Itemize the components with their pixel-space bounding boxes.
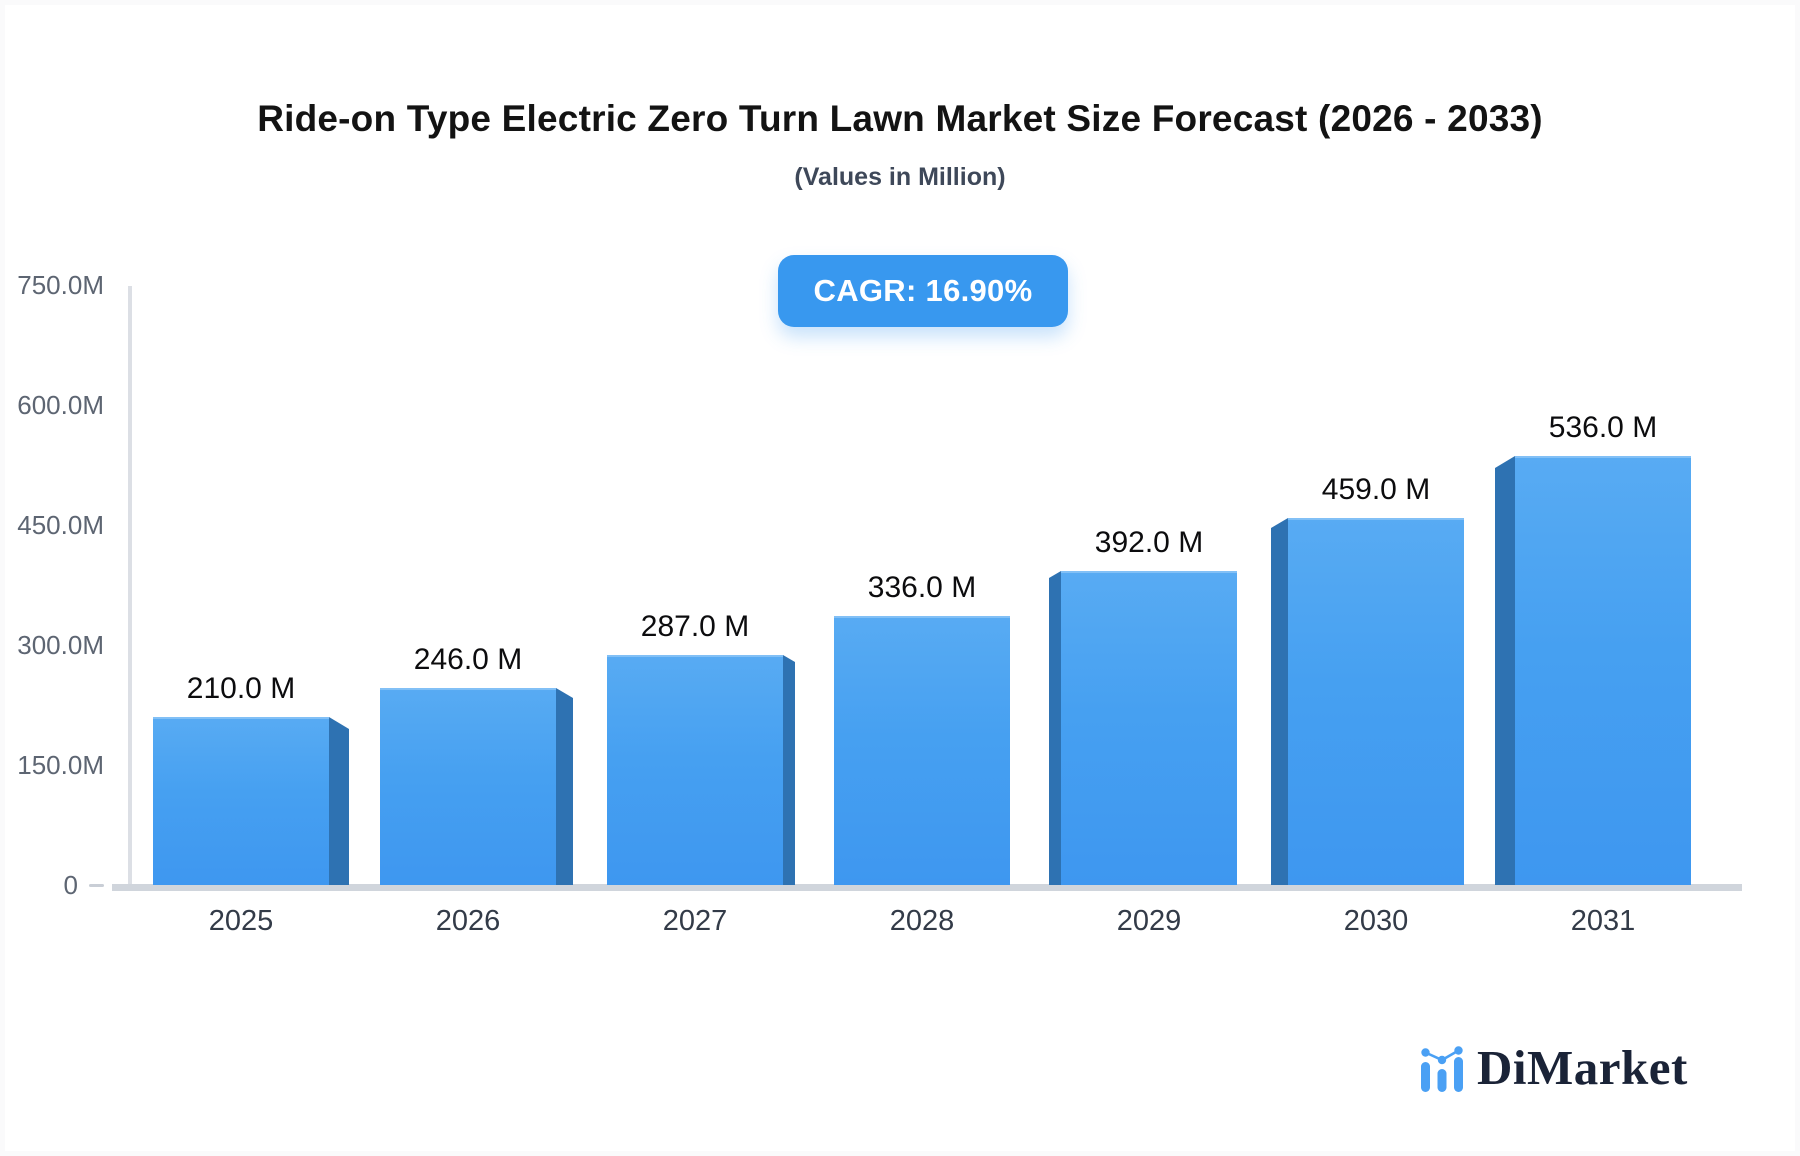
bar-value-label: 210.0 M (186, 672, 296, 705)
bar-2030 (1288, 518, 1464, 885)
bar-side-face (1271, 518, 1288, 885)
bar-value-label: 336.0 M (867, 571, 977, 604)
bar-2027 (607, 655, 783, 885)
x-axis-label: 2031 (1570, 905, 1636, 937)
y-axis-line (128, 286, 132, 885)
x-axis-label: 2030 (1343, 905, 1409, 937)
x-axis-label: 2025 (208, 905, 274, 937)
y-axis-tick-label: 600.0M (0, 389, 104, 421)
bar-2029 (1061, 571, 1237, 885)
y-axis-tick-text: 150.0M (17, 750, 104, 780)
x-axis-label: 2029 (1116, 905, 1182, 937)
bar-side-face (783, 655, 795, 885)
x-axis-baseline (112, 884, 1742, 891)
dimarket-logo: DiMarket (1420, 1036, 1688, 1100)
x-axis-label: 2027 (662, 905, 728, 937)
y-axis-tick-label: 150.0M (0, 749, 104, 781)
bar-side-face (1495, 456, 1515, 885)
bar-side-face (329, 717, 349, 885)
bar-value-label: 392.0 M (1094, 526, 1204, 559)
dimarket-logo-icon (1421, 1045, 1463, 1092)
bar-2028 (834, 616, 1010, 885)
y-axis-tick-text: 300.0M (17, 630, 104, 660)
y-axis-tick-text: 600.0M (17, 390, 104, 420)
bar-value-label: 536.0 M (1548, 411, 1658, 444)
brand-name: DiMarket (1477, 1040, 1688, 1095)
zero-tick-mark (89, 883, 104, 887)
x-axis-label: 2028 (889, 905, 955, 937)
bar-value-label: 287.0 M (640, 610, 750, 643)
bar-side-face (1049, 571, 1061, 885)
bar-2025 (153, 717, 329, 885)
cagr-badge-label: CAGR: 16.90% (813, 273, 1033, 308)
bar-value-label: 246.0 M (413, 643, 523, 676)
y-axis-tick-label: 0 (0, 869, 104, 901)
cagr-badge: CAGR: 16.90% (778, 255, 1068, 327)
y-axis-tick-text: 0 (63, 870, 78, 900)
chart-title: Ride-on Type Electric Zero Turn Lawn Mar… (257, 98, 1543, 139)
bar-value-label: 459.0 M (1321, 473, 1431, 506)
y-axis-tick-text: 450.0M (17, 510, 104, 540)
bar-side-face (556, 688, 573, 885)
y-axis-tick-label: 450.0M (0, 509, 104, 541)
bar-2031 (1515, 456, 1691, 885)
y-axis-tick-label: 300.0M (0, 629, 104, 661)
bar-2026 (380, 688, 556, 885)
x-axis-label: 2026 (435, 905, 501, 937)
y-axis-tick-text: 750.0M (17, 270, 104, 300)
y-axis-tick-label: 750.0M (0, 269, 104, 301)
chart-subtitle: (Values in Million) (794, 163, 1006, 191)
